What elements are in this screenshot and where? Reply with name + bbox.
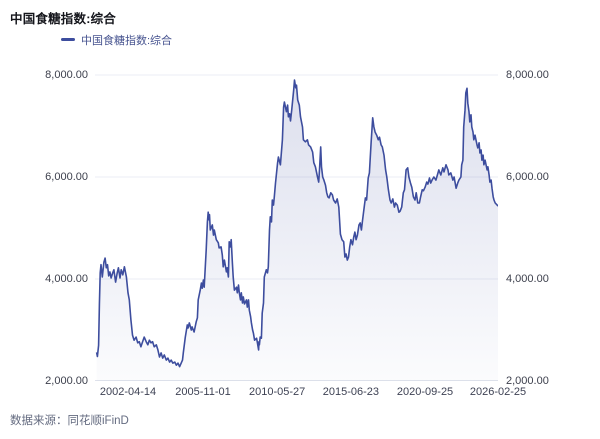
data-source: 数据来源：同花顺iFinD bbox=[10, 415, 129, 427]
x-axis-label: 2010-05-27 bbox=[249, 386, 306, 398]
x-axis-label: 2005-11-01 bbox=[175, 386, 231, 398]
y-axis-label-right: 2,000.00 bbox=[506, 375, 549, 387]
y-axis-label-left: 2,000.00 bbox=[45, 375, 88, 387]
y-axis-label-left: 8,000.00 bbox=[45, 69, 88, 81]
y-axis-label-right: 4,000.00 bbox=[506, 273, 549, 285]
page-title: 中国食糖指数:综合 bbox=[10, 12, 116, 26]
legend-label: 中国食糖指数:综合 bbox=[81, 34, 173, 47]
y-axis-label-right: 8,000.00 bbox=[506, 69, 549, 81]
y-axis-label-left: 6,000.00 bbox=[45, 171, 88, 183]
legend-item[interactable]: 中国食糖指数:综合 bbox=[61, 32, 172, 47]
y-axis-label-left: 4,000.00 bbox=[45, 273, 88, 285]
x-axis-label: 2015-06-23 bbox=[322, 386, 380, 398]
x-axis-label: 2002-04-14 bbox=[99, 386, 157, 398]
series-area-fill bbox=[96, 80, 498, 381]
x-axis-label: 2026-02-25 bbox=[469, 386, 527, 398]
plot-area[interactable] bbox=[95, 60, 498, 381]
series-line bbox=[95, 79, 498, 368]
x-axis-label: 2020-09-25 bbox=[396, 386, 454, 398]
legend-line-marker bbox=[61, 38, 75, 41]
y-axis-label-right: 6,000.00 bbox=[506, 171, 549, 183]
